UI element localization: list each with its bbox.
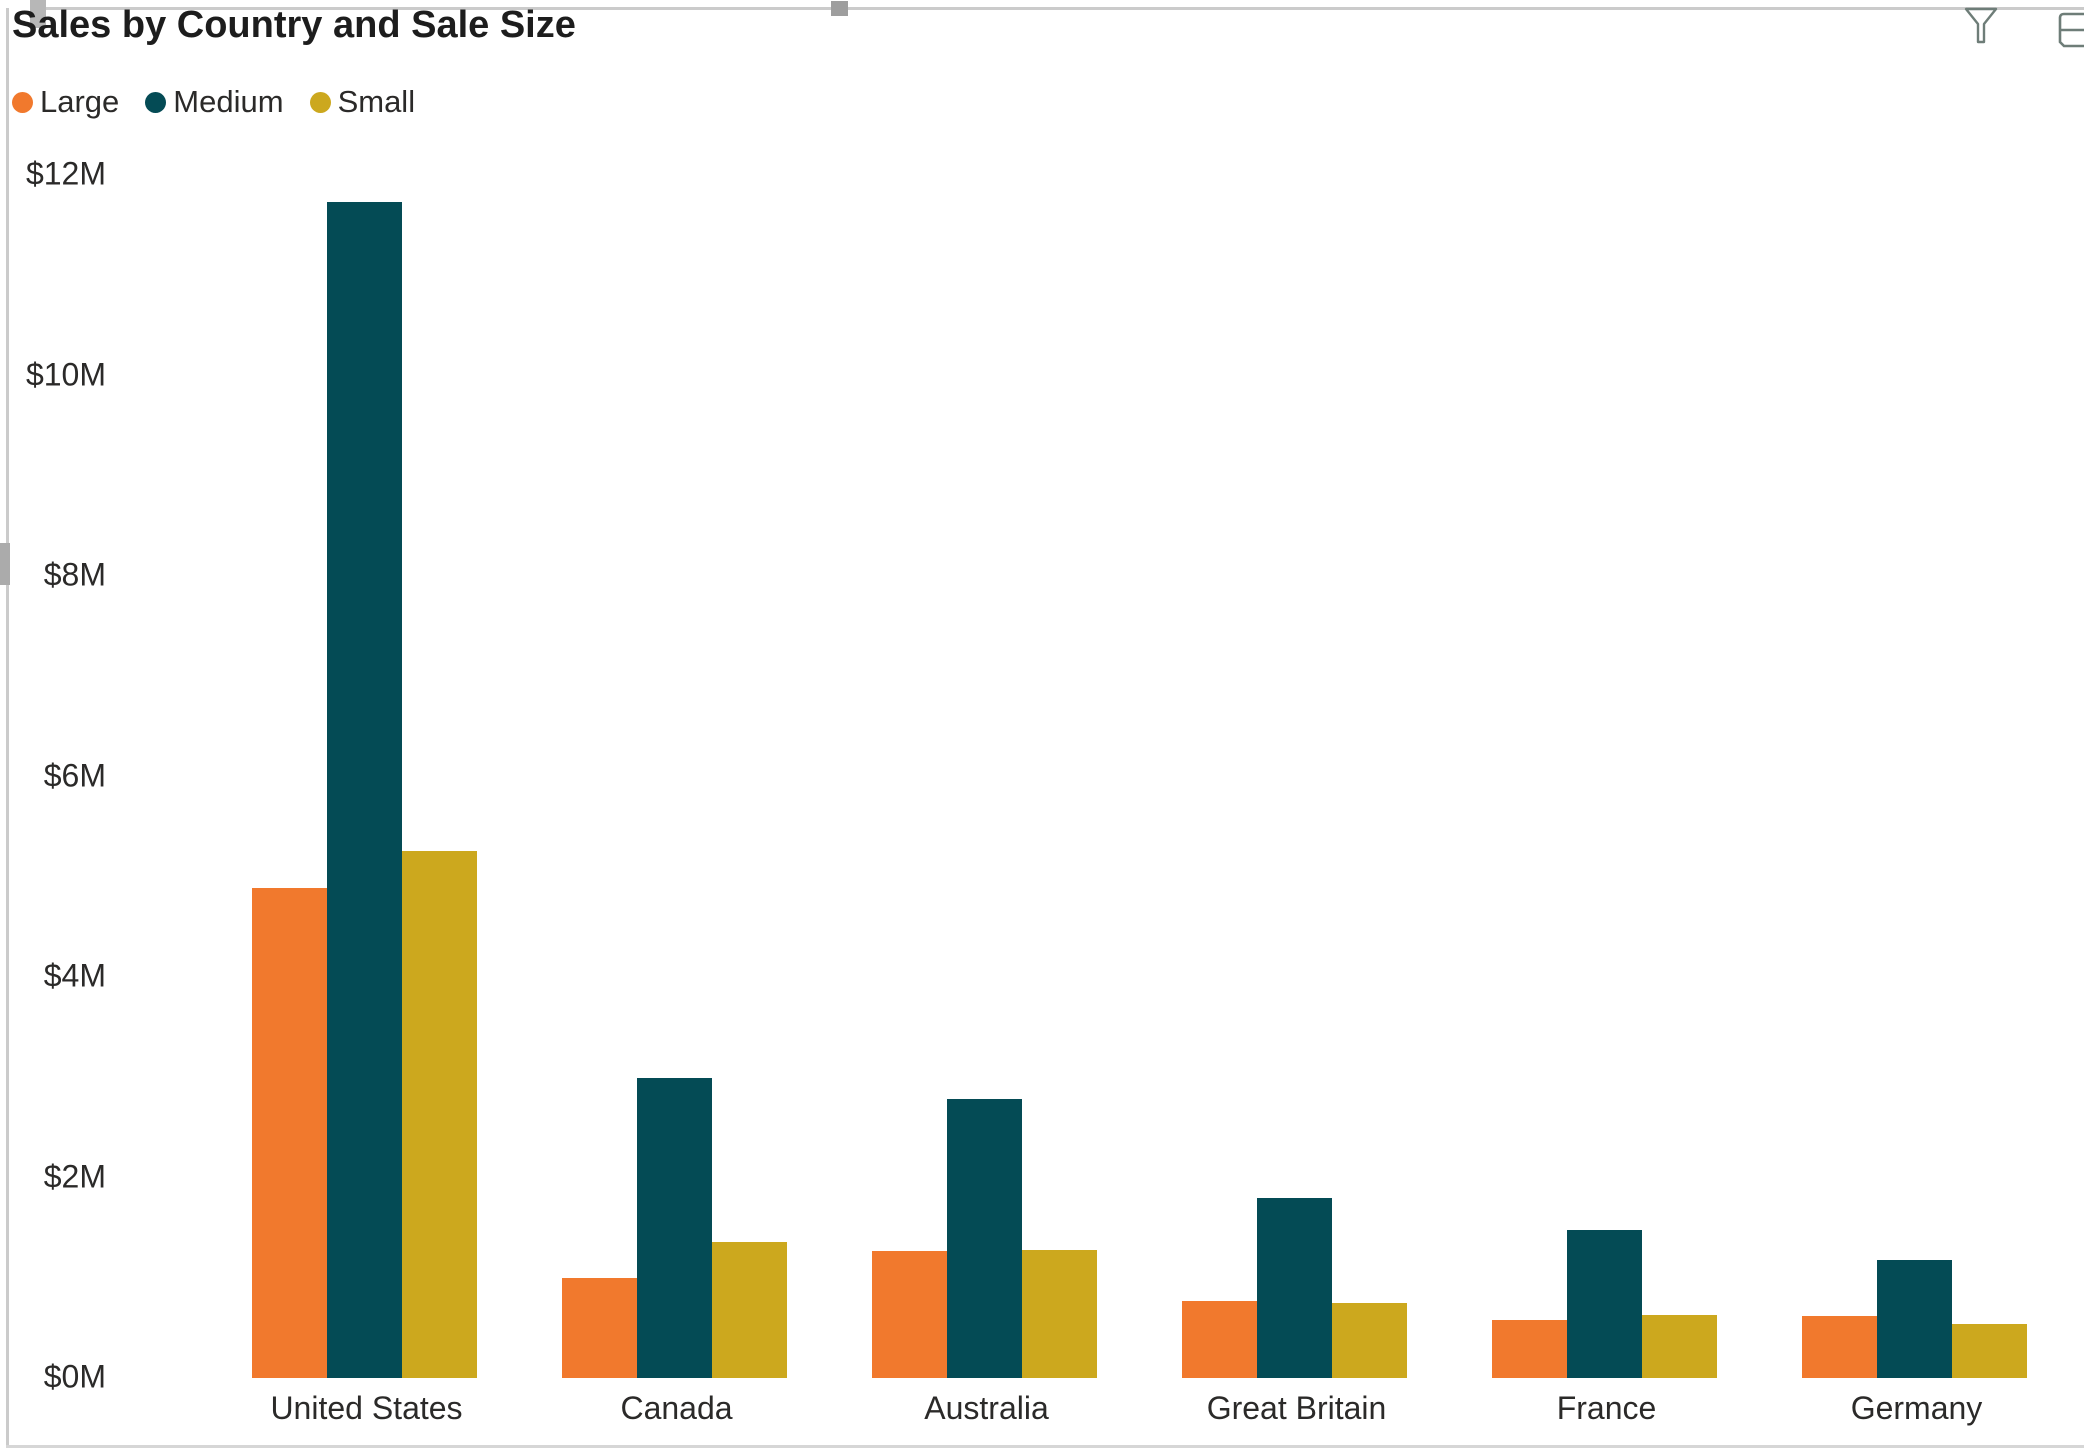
x-axis-category-label: Australia	[924, 1390, 1049, 1426]
bar-large[interactable]	[562, 1278, 637, 1378]
legend-dot	[309, 91, 331, 113]
legend-item-medium[interactable]: Medium	[145, 84, 284, 120]
y-axis-tick-label: $12M	[25, 155, 106, 192]
y-axis-tick-label: $6M	[43, 757, 106, 793]
x-axis-category-label: Great Britain	[1206, 1390, 1387, 1426]
legend-item-large[interactable]: Large	[12, 84, 119, 120]
x-axis-category-label: Germany	[1850, 1390, 1983, 1426]
left-border-line	[6, 8, 9, 1448]
y-axis-tick-label: $10M	[25, 356, 106, 392]
bar-small[interactable]	[1022, 1250, 1097, 1378]
bar-large[interactable]	[1802, 1316, 1877, 1378]
filter-icon[interactable]	[1964, 6, 1998, 51]
y-axis-tick-label: $0M	[43, 1358, 106, 1395]
bar-medium[interactable]	[1877, 1260, 1952, 1378]
legend-label: Large	[40, 84, 120, 119]
bar-medium[interactable]	[327, 202, 402, 1378]
bar-large[interactable]	[252, 888, 327, 1378]
bar-small[interactable]	[402, 851, 477, 1378]
top-scrollbar-thumb[interactable]	[831, 1, 848, 16]
top-scrollbar-track	[34, 7, 2084, 10]
legend-item-small[interactable]: Small	[309, 84, 416, 120]
legend-label: Medium	[173, 84, 284, 119]
more-options-icon[interactable]	[2058, 12, 2084, 53]
legend-label: Small	[337, 84, 416, 119]
x-axis-category-label: Canada	[620, 1390, 733, 1426]
left-scrollbar-thumb[interactable]	[0, 543, 10, 585]
legend-dot	[145, 91, 167, 113]
bar-small[interactable]	[1332, 1303, 1407, 1378]
y-axis-tick-label: $2M	[43, 1158, 106, 1194]
bar-medium[interactable]	[1257, 1198, 1332, 1378]
legend: Large Medium Small	[12, 84, 415, 120]
legend-dot	[12, 91, 33, 113]
y-axis-tick-label: $8M	[43, 556, 106, 593]
bar-medium[interactable]	[637, 1078, 712, 1378]
y-axis-tick-label: $4M	[43, 957, 106, 994]
bottom-border-line	[6, 1445, 2084, 1448]
x-axis-category-label: United States	[270, 1390, 463, 1426]
chart-title: Sales by Country and Sale Size	[12, 4, 576, 46]
bar-large[interactable]	[1492, 1320, 1567, 1378]
bar-small[interactable]	[1642, 1315, 1717, 1378]
bar-small[interactable]	[1952, 1324, 2027, 1378]
bar-medium[interactable]	[947, 1099, 1022, 1378]
corner-drag-handle[interactable]	[30, 0, 46, 28]
bar-large[interactable]	[872, 1251, 947, 1378]
bar-medium[interactable]	[1567, 1230, 1642, 1378]
bar-small[interactable]	[712, 1242, 787, 1378]
bar-large[interactable]	[1182, 1301, 1257, 1378]
x-axis-category-label: France	[1556, 1390, 1657, 1426]
